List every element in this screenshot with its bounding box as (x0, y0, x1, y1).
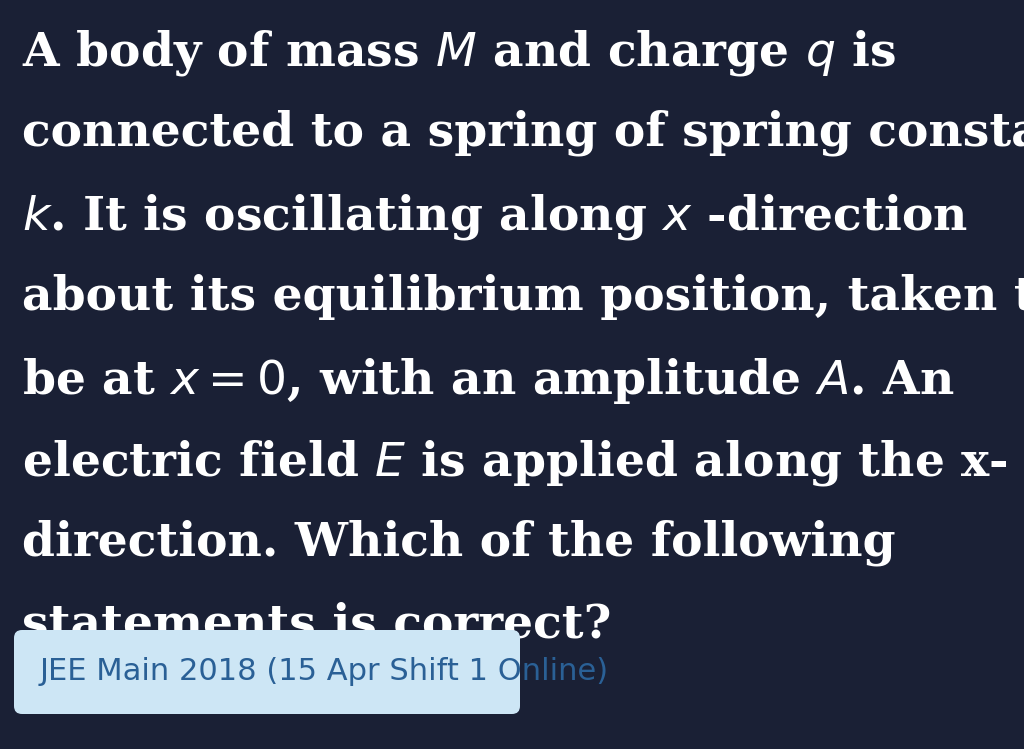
Text: about its equilibrium position, taken to: about its equilibrium position, taken to (22, 274, 1024, 320)
Text: A body of mass $\mathit{M}$ and charge $\mathit{q}$ is: A body of mass $\mathit{M}$ and charge $… (22, 28, 896, 78)
Text: statements is correct?: statements is correct? (22, 602, 611, 648)
Text: JEE Main 2018 (15 Apr Shift 1 Online): JEE Main 2018 (15 Apr Shift 1 Online) (40, 658, 609, 687)
Text: connected to a spring of spring constant: connected to a spring of spring constant (22, 110, 1024, 157)
Text: be at $\mathit{x}=0$, with an amplitude $\mathit{A}$. An: be at $\mathit{x}=0$, with an amplitude … (22, 356, 954, 406)
Text: direction. Which of the following: direction. Which of the following (22, 520, 896, 566)
Text: $\mathit{k}$. It is oscillating along $\mathit{x}$ -direction: $\mathit{k}$. It is oscillating along $\… (22, 192, 968, 242)
Text: electric field $\mathit{E}$ is applied along the x-: electric field $\mathit{E}$ is applied a… (22, 438, 1008, 488)
FancyBboxPatch shape (14, 630, 520, 714)
